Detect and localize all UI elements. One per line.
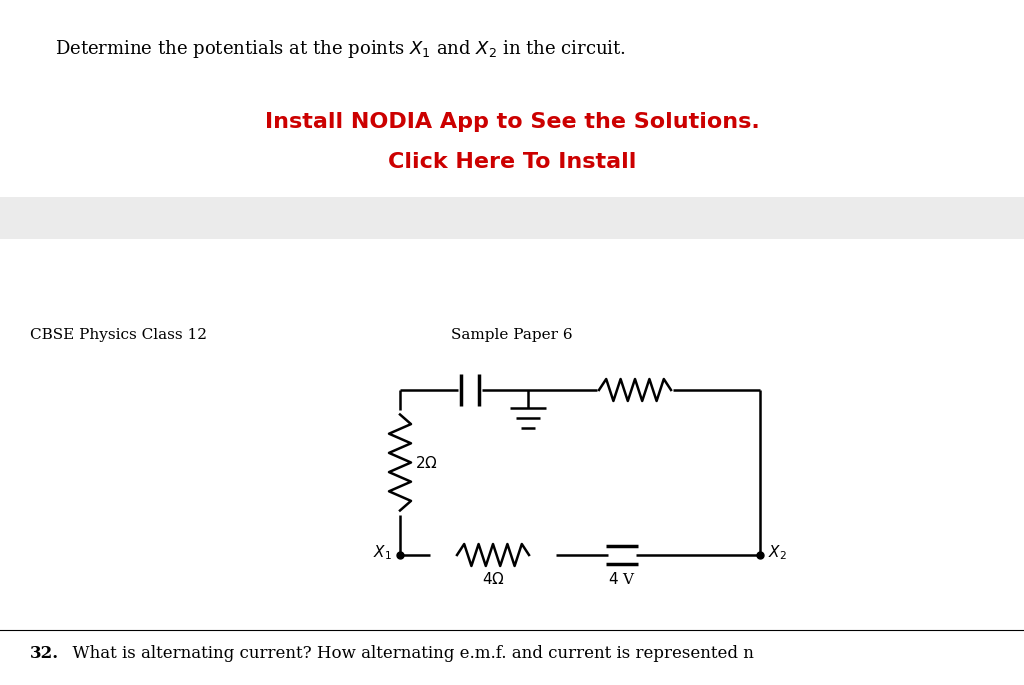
Text: CBSE Physics Class 12: CBSE Physics Class 12: [30, 328, 207, 342]
Text: 32.: 32.: [30, 645, 59, 662]
Text: $4$ V: $4$ V: [608, 571, 636, 587]
Text: $4\Omega$: $4\Omega$: [481, 571, 505, 587]
Bar: [0, 197, 1024, 239]
Text: Click Here To Install: Click Here To Install: [388, 152, 636, 172]
Text: $X_1$: $X_1$: [373, 544, 392, 562]
Text: $X_2$: $X_2$: [768, 544, 786, 562]
Text: What is alternating current? How alternating e.m.f. and current is represented n: What is alternating current? How alterna…: [62, 645, 754, 662]
Text: Sample Paper 6: Sample Paper 6: [452, 328, 572, 342]
Text: Install NODIA App to See the Solutions.: Install NODIA App to See the Solutions.: [264, 112, 760, 132]
Text: $2\Omega$: $2\Omega$: [415, 455, 438, 471]
Text: Determine the potentials at the points $X_1$ and $X_2$ in the circuit.: Determine the potentials at the points $…: [55, 38, 626, 60]
